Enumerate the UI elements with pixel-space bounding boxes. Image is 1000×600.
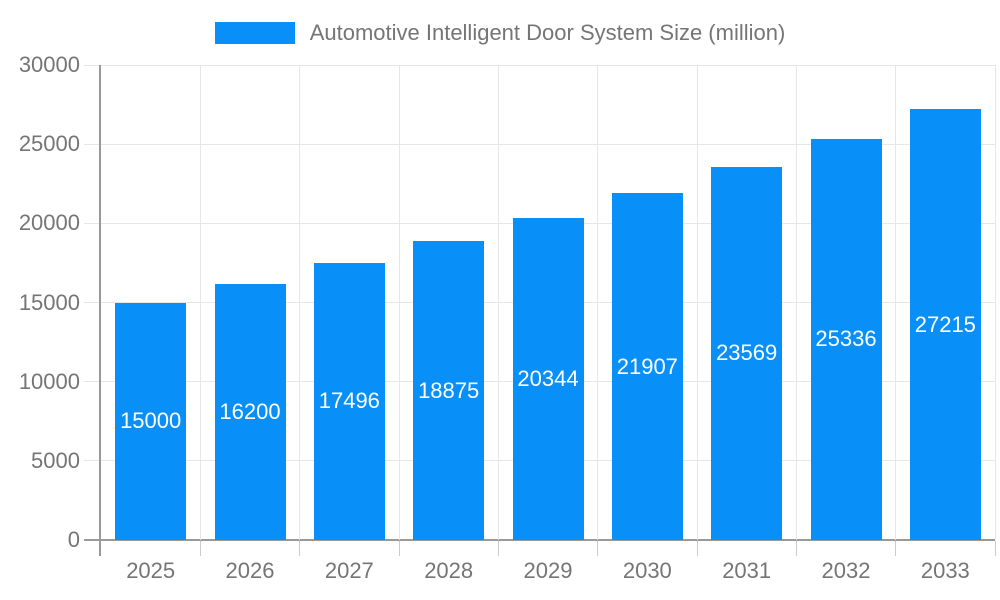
bar-value-label: 20344 [517, 365, 579, 391]
gridline-vertical [299, 65, 301, 540]
y-axis-label: 15000 [18, 289, 80, 315]
y-axis-label: 0 [67, 527, 80, 552]
x-axis-label: 2026 [225, 558, 275, 583]
x-axis-tick [795, 541, 797, 556]
gridline-horizontal [84, 64, 995, 66]
x-axis-label: 2032 [821, 558, 871, 583]
x-axis-baseline [84, 539, 995, 541]
y-axis-label: 30000 [18, 52, 80, 77]
bar-value-label: 27215 [914, 311, 976, 337]
gridline-vertical [497, 65, 499, 540]
x-axis-label: 2028 [424, 558, 474, 583]
bar-2025: 15000 [115, 302, 187, 540]
x-axis-tick [398, 541, 400, 556]
bar-value-label: 23569 [716, 340, 778, 366]
x-axis-label: 2027 [324, 558, 374, 583]
y-axis-label: 10000 [18, 368, 80, 394]
x-axis-tick [895, 541, 897, 556]
chart-legend: Automotive Intelligent Door System Size … [0, 20, 1000, 45]
x-axis-tick [497, 541, 499, 556]
x-axis-tick [99, 541, 101, 556]
gridline-vertical [199, 65, 201, 540]
bar-2029: 20344 [512, 217, 584, 540]
x-axis-label: 2030 [622, 558, 672, 583]
bar-value-label: 18875 [418, 377, 480, 403]
gridline-vertical [795, 65, 797, 540]
x-axis-label: 2029 [523, 558, 573, 583]
x-axis-tick [199, 541, 201, 556]
gridline-vertical [895, 65, 897, 540]
y-axis-label: 5000 [31, 447, 80, 473]
x-axis-tick [597, 541, 599, 556]
x-axis-tick [696, 541, 698, 556]
x-axis-tick [299, 541, 301, 556]
gridline-vertical [597, 65, 599, 540]
bar-2032: 25336 [810, 138, 882, 540]
gridline-vertical [398, 65, 400, 540]
x-axis-label: 2025 [126, 558, 176, 583]
gridline-horizontal [84, 143, 995, 145]
gridline-vertical [696, 65, 698, 540]
bar-value-label: 16200 [219, 398, 281, 424]
x-axis-tick [994, 541, 996, 556]
bar-value-label: 17496 [318, 388, 380, 414]
bar-2031: 23569 [711, 166, 783, 540]
y-axis-label: 25000 [18, 131, 80, 157]
bar-2026: 16200 [214, 283, 286, 540]
bar-2028: 18875 [413, 241, 485, 540]
y-axis-label: 20000 [18, 210, 80, 236]
y-axis-line [99, 65, 101, 540]
x-axis-label: 2031 [722, 558, 772, 583]
bar-value-label: 21907 [616, 353, 678, 379]
bar-value-label: 15000 [120, 408, 182, 434]
bar-2027: 17496 [313, 262, 385, 540]
bar-2033: 27215 [909, 109, 981, 540]
bar-2030: 21907 [611, 193, 683, 540]
x-axis-label: 2033 [920, 558, 970, 583]
bar-value-label: 25336 [815, 326, 877, 352]
legend-swatch [214, 21, 295, 44]
gridline-vertical [994, 65, 996, 540]
legend-label: Automotive Intelligent Door System Size … [309, 20, 786, 45]
